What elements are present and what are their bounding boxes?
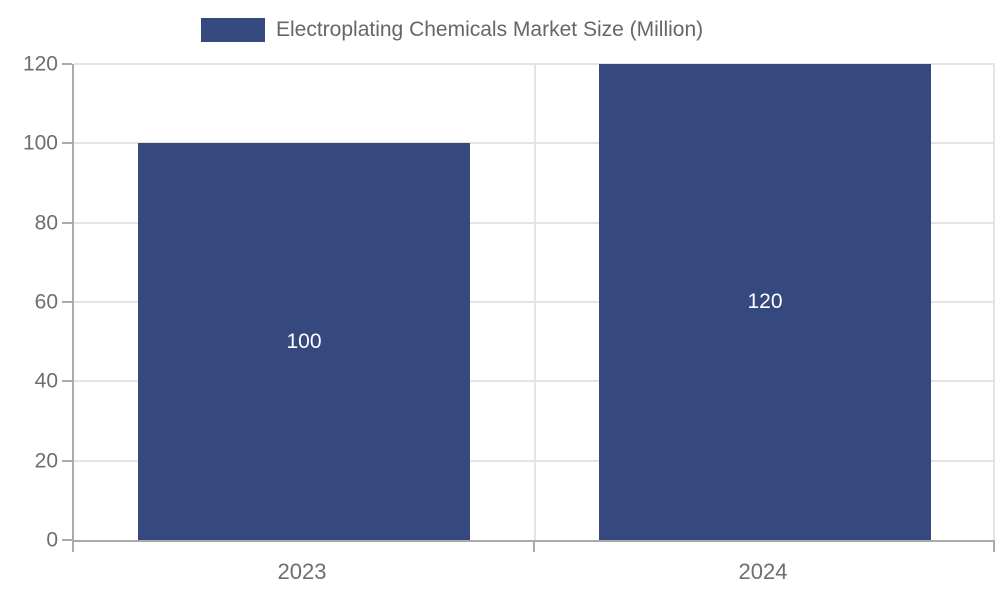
y-axis-tick-label: 40 [34,369,58,393]
x-axis-tick-mark [72,542,74,552]
y-axis-tick-mark [62,539,72,541]
y-axis-tick-label: 120 [22,52,58,76]
y-axis-tick-mark [62,459,72,462]
bar-value-label: 120 [747,290,783,313]
y-axis-tick-mark [62,142,72,145]
y-axis-tick-mark [62,380,72,383]
plot-area: 100 120 [72,63,995,542]
legend-label: Electroplating Chemicals Market Size (Mi… [276,18,704,41]
x-axis-tick-label: 2023 [277,559,327,584]
y-axis-tick-mark [62,301,72,303]
x-axis-tick-mark [993,542,995,552]
y-axis-tick-label: 100 [22,131,58,155]
gridline-vertical [534,64,536,540]
bar-value-label: 100 [286,330,322,353]
y-axis-tick-mark [62,63,72,65]
y-axis-tick-label: 20 [34,449,58,473]
y-axis-tick-label: 60 [34,290,58,314]
y-axis-tick-mark [62,221,72,224]
x-axis-tick-label: 2024 [738,559,788,584]
bar-2023[interactable] [138,143,470,540]
gridline-vertical [993,64,995,540]
x-axis-tick-mark [533,542,535,552]
bar-2024[interactable] [599,64,931,540]
legend-item[interactable]: Electroplating Chemicals Market Size (Mi… [201,14,703,46]
legend-swatch [201,18,265,42]
y-axis-tick-label: 80 [34,211,58,235]
y-axis-tick-label: 0 [46,528,58,552]
